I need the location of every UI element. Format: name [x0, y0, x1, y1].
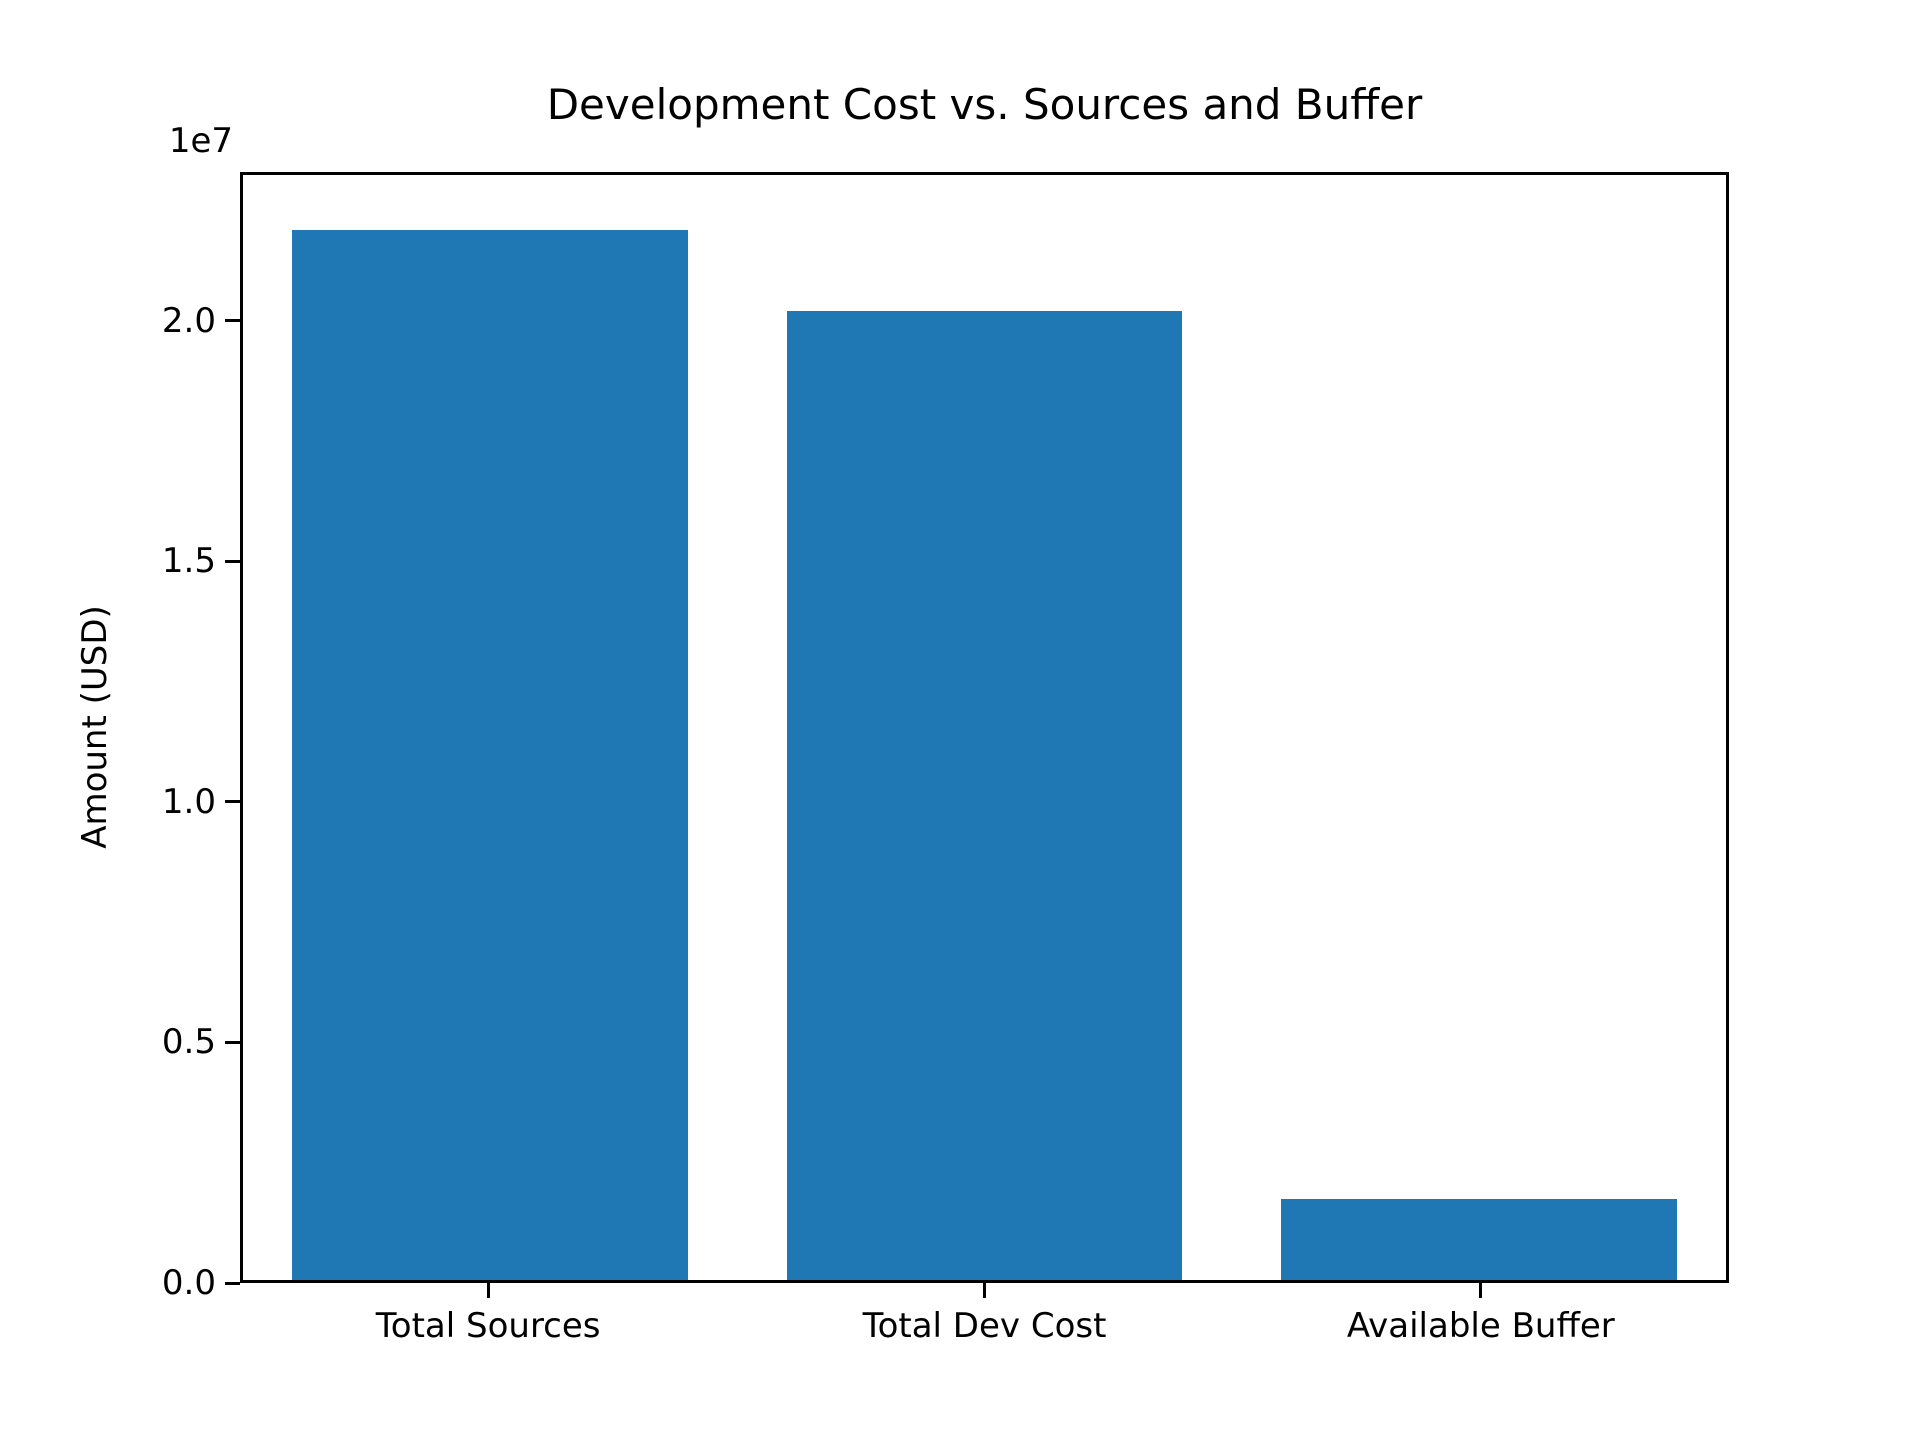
bar-total-dev-cost: [786, 310, 1183, 1280]
y-axis-offset-label: 1e7: [168, 121, 233, 161]
plot-area: [240, 172, 1729, 1283]
y-tick-mark: [225, 559, 240, 563]
x-tick-label: Total Sources: [375, 1306, 601, 1346]
x-tick-mark: [486, 1283, 490, 1298]
y-tick-mark: [225, 1281, 240, 1285]
y-tick-mark: [225, 1040, 240, 1044]
y-tick-label: 1.0: [161, 781, 216, 822]
y-tick-label: 2.0: [161, 300, 216, 341]
y-tick-label: 1.5: [161, 541, 216, 582]
x-tick-mark: [983, 1283, 986, 1298]
y-axis-label: Amount (USD): [75, 605, 115, 849]
y-tick-label: 0.0: [161, 1263, 216, 1303]
y-tick-mark: [225, 800, 240, 804]
y-tick-label: 0.5: [161, 1022, 216, 1063]
y-tick-mark: [225, 319, 240, 323]
bar-available-buffer: [1281, 1198, 1677, 1280]
chart-title: Development Cost vs. Sources and Buffer: [546, 80, 1423, 129]
x-tick-mark: [1479, 1283, 1483, 1298]
bar-total-sources: [292, 229, 688, 1280]
x-tick-label: Total Dev Cost: [862, 1306, 1107, 1346]
x-tick-label: Available Buffer: [1346, 1306, 1615, 1346]
